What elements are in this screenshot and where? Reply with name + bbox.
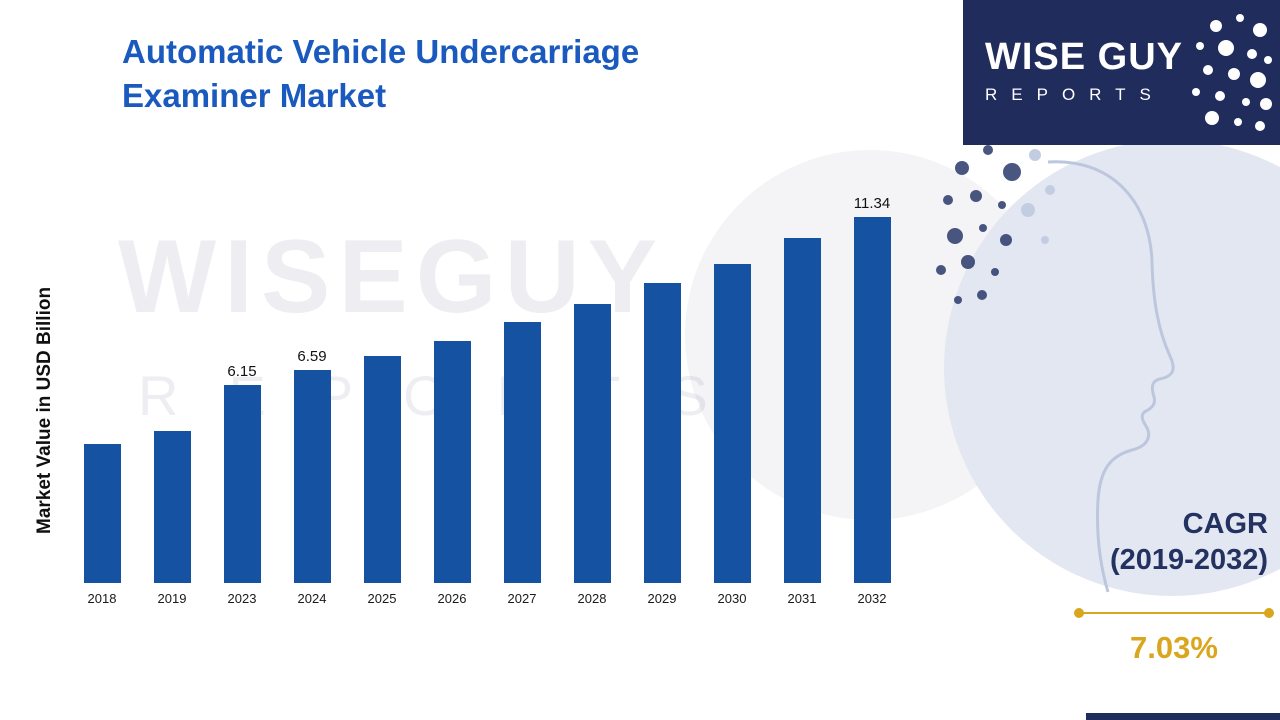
bar-value-label: 6.59 — [297, 348, 327, 366]
bar — [153, 431, 191, 583]
bar-column: 6.59 2024 — [277, 179, 347, 609]
bar-chart: 2018 2019 6.15 2023 6.59 2024 2025 2026 2027 2028… — [67, 179, 907, 609]
page-title: Automatic Vehicle Undercarriage Examiner… — [122, 30, 639, 117]
y-axis-label: Market Value in USD Billion — [34, 286, 55, 534]
bar-column: 2025 — [347, 179, 417, 609]
x-axis-tick-label: 2030 — [717, 591, 747, 606]
x-axis-tick-label: 2027 — [507, 591, 537, 606]
bar-column: 2027 — [487, 179, 557, 609]
bar-column: 6.15 2023 — [207, 179, 277, 609]
bar — [783, 237, 821, 583]
brand-head-icon — [1192, 14, 1272, 131]
x-axis-tick-label: 2028 — [577, 591, 607, 606]
cagr-label: CAGR — [1182, 508, 1268, 540]
watermark: WISEGUY REPORTS — [118, 218, 758, 428]
x-axis-tick-label: 2031 — [787, 591, 817, 606]
bar-value-label: 6.15 — [227, 362, 257, 380]
bar — [503, 321, 541, 583]
bar-value-label: 11.34 — [853, 195, 891, 212]
bar-column: 11.34 2032 — [837, 179, 907, 609]
brand-name: WISE GUY — [985, 36, 1184, 78]
bar — [853, 217, 891, 583]
x-axis-tick-label: 2019 — [157, 591, 187, 606]
cagr-underline-decoration — [1074, 608, 1274, 618]
bar-column: 2028 — [557, 179, 627, 609]
cagr-range: (2019-2032) — [1110, 544, 1268, 576]
x-axis-tick-label: 2023 — [227, 591, 257, 606]
bar-column: 2019 — [137, 179, 207, 609]
x-axis-tick-label: 2026 — [437, 591, 467, 606]
x-axis-tick-label: 2018 — [87, 591, 117, 606]
bar-column: 2029 — [627, 179, 697, 609]
cagr-block: CAGR (2019-2032) — [988, 506, 1268, 578]
bar — [223, 384, 261, 583]
bar — [363, 355, 401, 583]
x-axis-tick-label: 2024 — [297, 591, 327, 606]
x-axis-tick-label: 2025 — [367, 591, 397, 606]
bar — [293, 370, 331, 583]
bar — [713, 263, 751, 583]
bar-column: 2030 — [697, 179, 767, 609]
bar-column: 2031 — [767, 179, 837, 609]
bar — [83, 444, 121, 583]
watermark-line1: WISEGUY — [118, 219, 666, 335]
bar — [643, 282, 681, 583]
dot-cluster-decoration — [936, 145, 1021, 304]
brand-logo: WISE GUY REPORTS — [985, 36, 1183, 105]
bar — [433, 340, 471, 583]
page-title-line1: Automatic Vehicle Undercarriage — [122, 33, 640, 70]
bar-column: 2026 — [417, 179, 487, 609]
x-axis-tick-label: 2032 — [857, 591, 887, 606]
brand-panel: WISE GUY REPORTS — [963, 0, 1280, 145]
bar — [573, 303, 611, 583]
brand-subtitle: REPORTS — [985, 85, 1165, 104]
bottom-edge-decoration — [1086, 713, 1280, 720]
bar-column: 2018 — [67, 179, 137, 609]
page-title-line2: Examiner Market — [122, 76, 387, 114]
x-axis-tick-label: 2029 — [647, 591, 677, 606]
head-profile-graphic — [936, 140, 1280, 596]
cagr-value: 7.03% — [1130, 630, 1218, 665]
